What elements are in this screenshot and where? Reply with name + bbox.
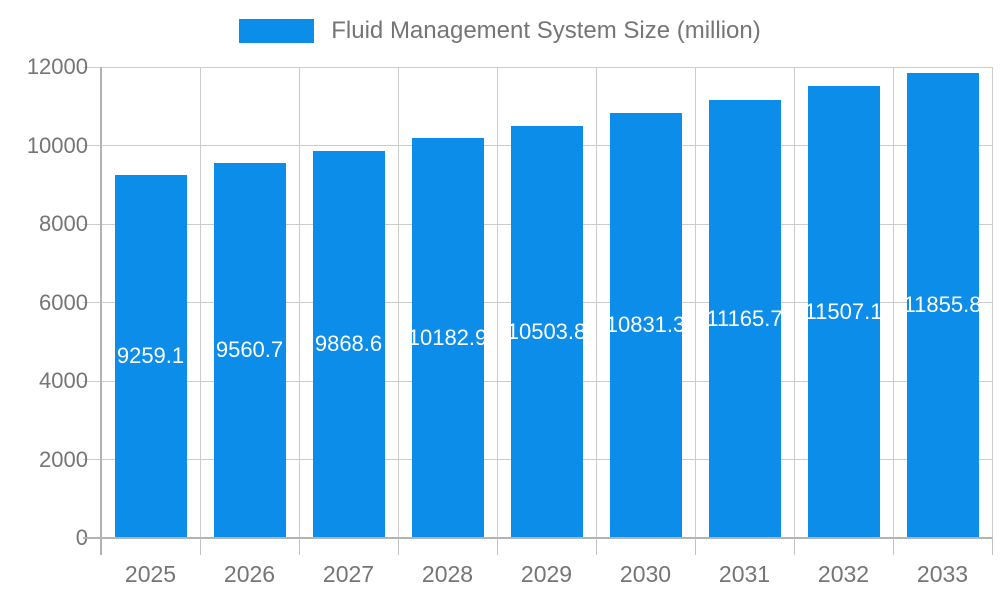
x-tick-label: 2030 [619, 561, 672, 587]
bar: 10503.8 [510, 125, 583, 538]
legend-swatch [239, 19, 315, 43]
bar-value-label: 10182.9 [411, 325, 484, 351]
bar: 11165.7 [708, 99, 781, 538]
x-gridline [595, 67, 597, 538]
bar: 9868.6 [312, 150, 385, 538]
legend-label: Fluid Management System Size (million) [331, 17, 761, 44]
x-gridline [298, 67, 300, 538]
x-axis-tick [793, 538, 795, 555]
x-tick-label: 2031 [718, 561, 771, 587]
x-axis-tick [892, 538, 894, 555]
bar-value-label: 10831.3 [609, 312, 682, 338]
x-tick-label: 2033 [916, 561, 969, 587]
bar: 11507.1 [807, 86, 880, 538]
bar-value-label: 9868.6 [314, 331, 383, 357]
x-tick-label: 2027 [322, 561, 375, 587]
bar-value-label: 10503.8 [510, 318, 583, 344]
y-axis-line [100, 67, 102, 555]
x-axis-tick [298, 538, 300, 555]
y-tick-label: 10000 [26, 132, 88, 158]
y-gridline [83, 66, 992, 68]
x-axis-tick [694, 538, 696, 555]
x-axis-tick [397, 538, 399, 555]
x-tick-label: 2028 [421, 561, 474, 587]
x-gridline [991, 67, 993, 538]
bar: 11855.8 [906, 72, 979, 538]
bar-value-label: 11855.8 [906, 292, 979, 318]
bar-value-label: 11507.1 [807, 299, 880, 325]
x-gridline [793, 67, 795, 538]
x-axis-tick [496, 538, 498, 555]
x-axis-tick [199, 538, 201, 555]
bar: 10831.3 [609, 112, 682, 538]
y-tick-label: 0 [75, 525, 88, 550]
bar: 9259.1 [114, 174, 187, 538]
y-tick-label: 4000 [39, 368, 88, 393]
x-tick-label: 2025 [124, 561, 177, 587]
x-gridline [397, 67, 399, 538]
x-gridline [496, 67, 498, 538]
x-gridline [199, 67, 201, 538]
legend: Fluid Management System Size (million) [0, 14, 1000, 48]
x-axis-tick [595, 538, 597, 555]
y-tick-label: 2000 [39, 446, 88, 472]
y-tick-label: 6000 [39, 289, 88, 315]
x-gridline [694, 67, 696, 538]
x-gridline [892, 67, 894, 538]
bar: 9560.7 [213, 162, 286, 538]
bar-value-label: 11165.7 [708, 305, 781, 331]
bar-value-label: 9560.7 [215, 337, 284, 363]
y-tick-label: 8000 [39, 211, 88, 236]
x-tick-label: 2029 [520, 561, 573, 587]
x-tick-label: 2032 [817, 561, 870, 587]
x-tick-label: 2026 [223, 561, 276, 587]
bar-value-label: 9259.1 [116, 343, 185, 369]
x-axis-tick [991, 538, 993, 555]
x-axis-line [83, 537, 992, 539]
y-tick-label: 12000 [26, 54, 88, 79]
bar: 10182.9 [411, 138, 484, 538]
